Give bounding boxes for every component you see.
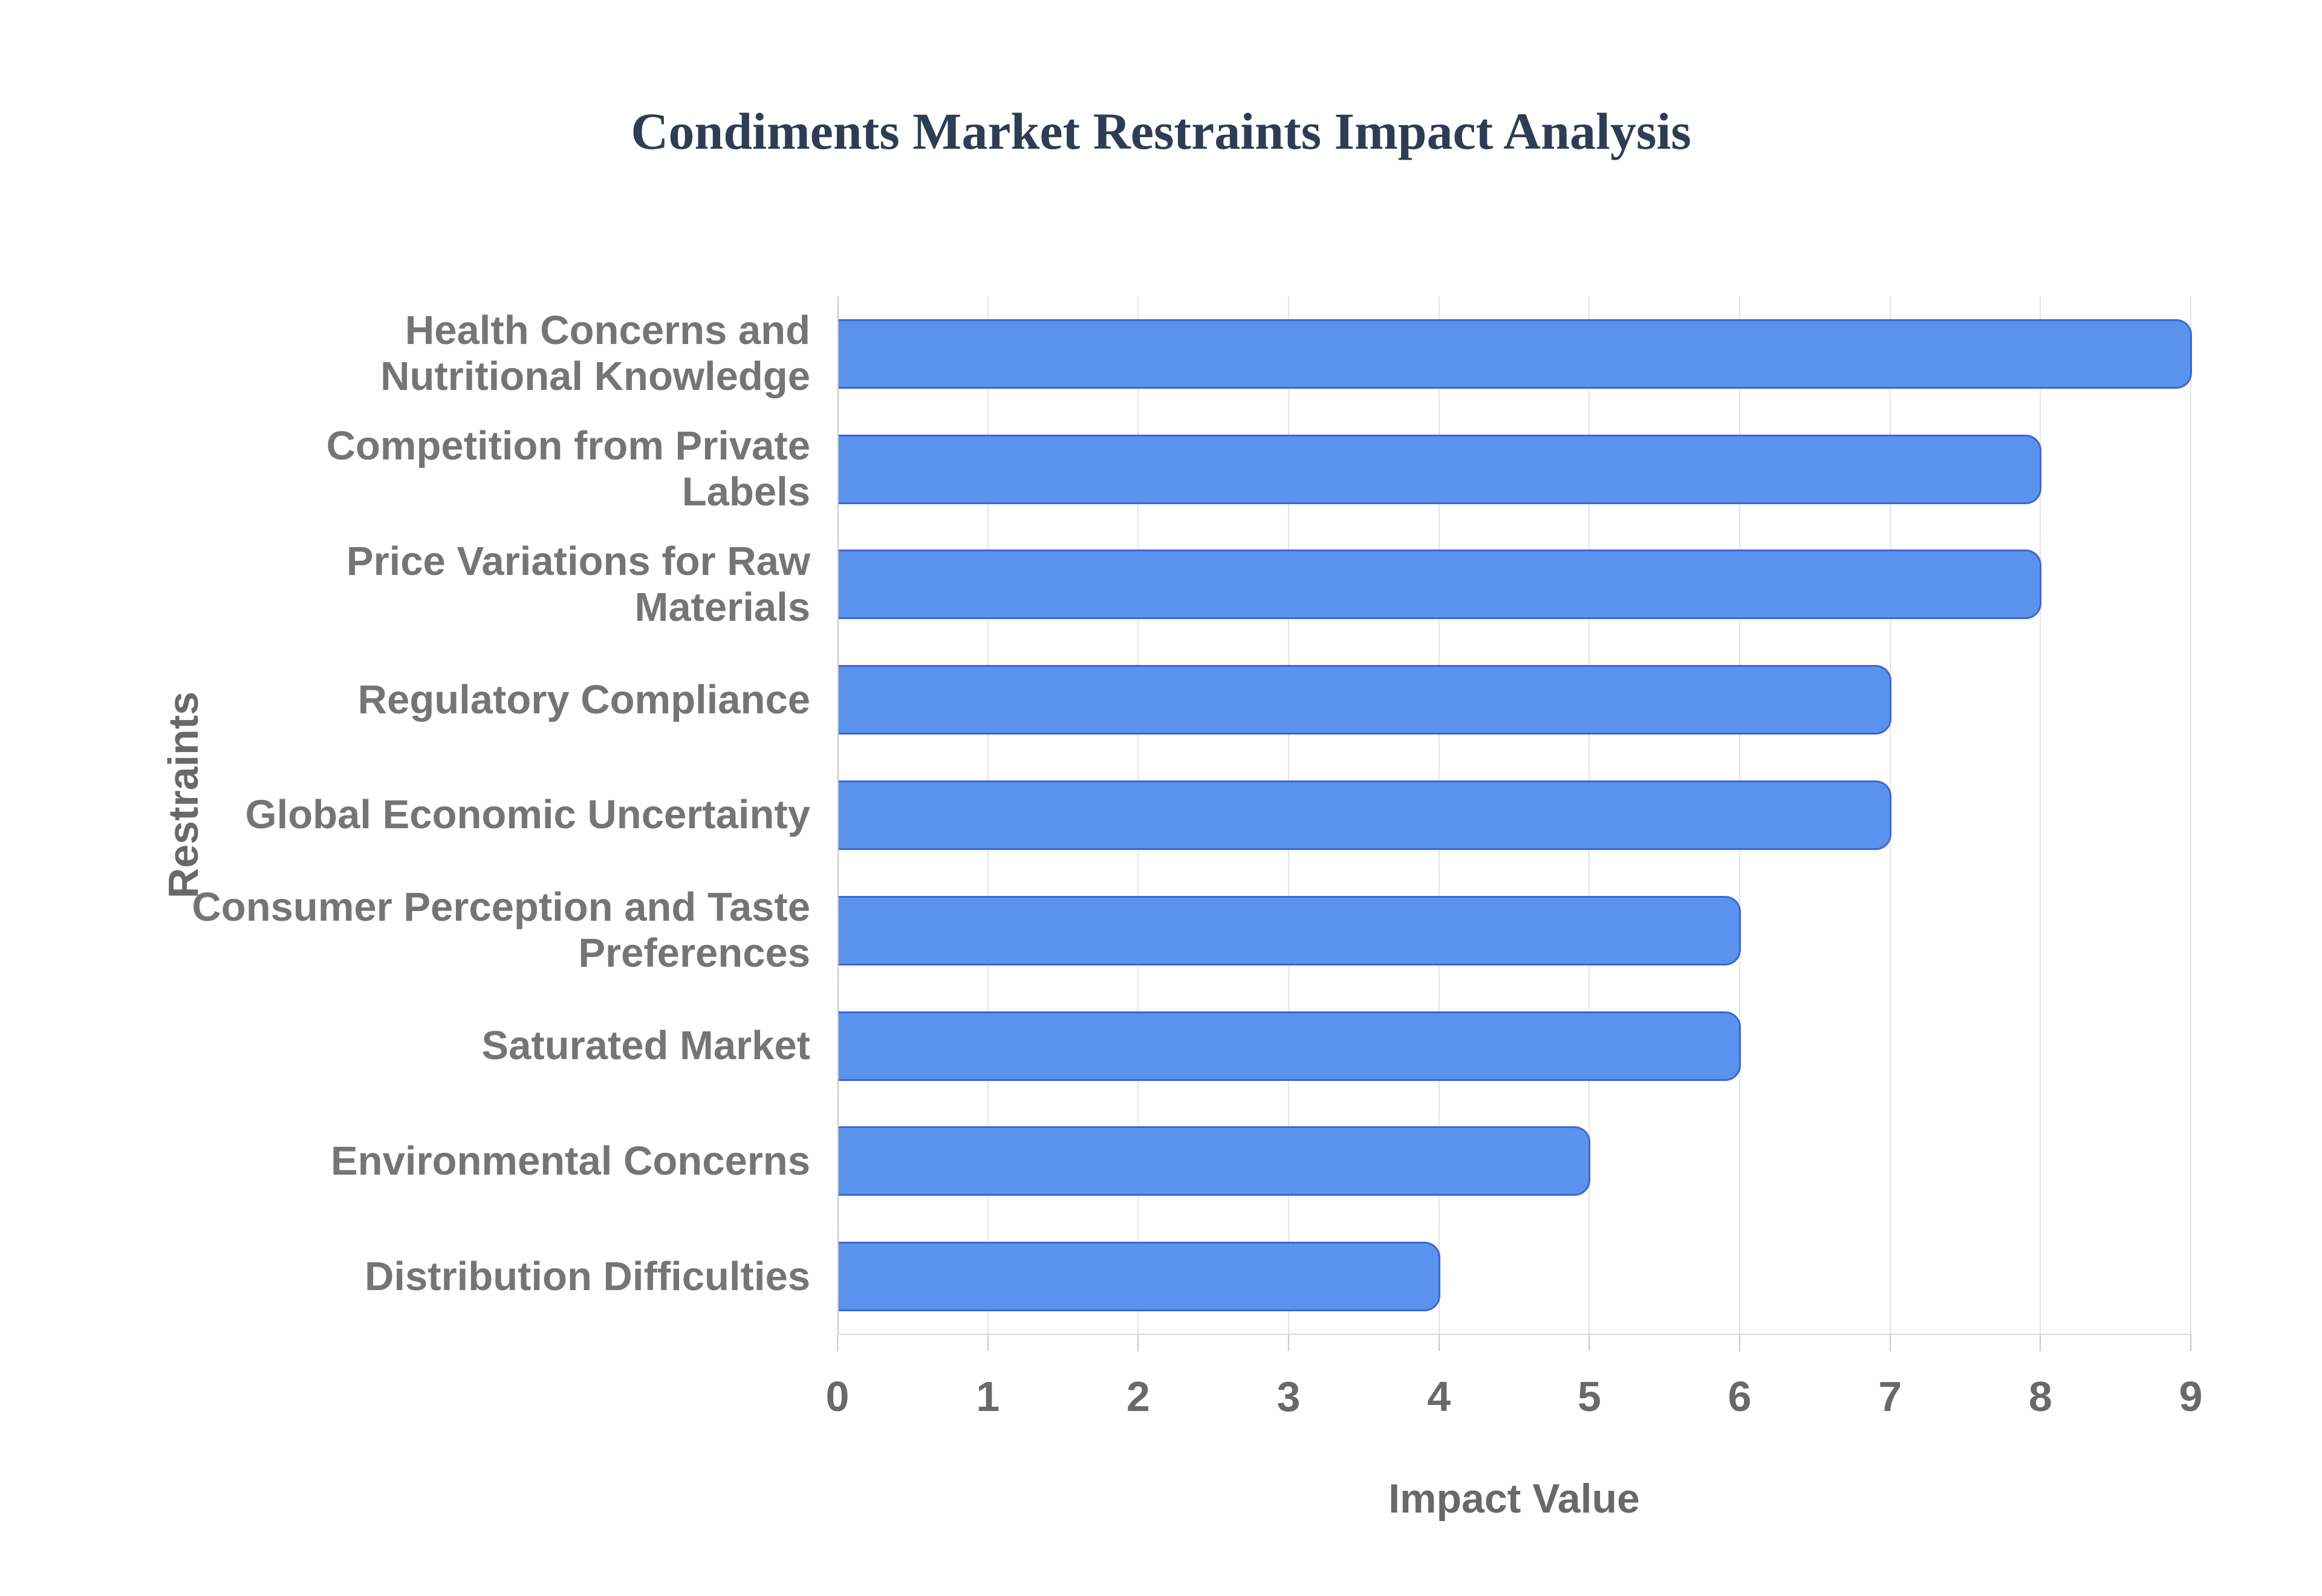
- x-tick-mark-0: [837, 1334, 838, 1351]
- x-axis-line: [837, 1334, 2191, 1335]
- plot-area: [837, 296, 2192, 1335]
- category-label-8: Distribution Difficulties: [365, 1253, 810, 1299]
- x-tick-label-2: 2: [1126, 1373, 1150, 1420]
- chart-title: Condiments Market Restraints Impact Anal…: [631, 102, 1691, 160]
- x-tick-mark-8: [2040, 1334, 2041, 1351]
- x-tick-mark-4: [1438, 1334, 1440, 1351]
- x-tick-mark-3: [1288, 1334, 1289, 1351]
- y-axis-line: [837, 296, 839, 1334]
- x-tick-mark-9: [2190, 1334, 2191, 1351]
- x-tick-label-5: 5: [1577, 1373, 1601, 1420]
- x-tick-mark-1: [987, 1334, 989, 1351]
- bar-7: [839, 1126, 1591, 1196]
- category-label-2: Price Variations for Raw Materials: [346, 538, 810, 630]
- bar-1: [839, 434, 2042, 504]
- x-tick-label-9: 9: [2179, 1373, 2203, 1420]
- category-label-4: Global Economic Uncertainty: [245, 792, 810, 838]
- x-tick-label-1: 1: [976, 1373, 1000, 1420]
- x-tick-label-3: 3: [1276, 1373, 1301, 1420]
- x-tick-label-7: 7: [1878, 1373, 1902, 1420]
- gridline-x-9: [2190, 296, 2191, 1334]
- x-tick-mark-6: [1739, 1334, 1740, 1351]
- bar-3: [839, 665, 1891, 735]
- x-axis-title: Impact Value: [1388, 1476, 1640, 1522]
- bar-5: [839, 895, 1741, 965]
- category-label-5: Consumer Perception and Taste Preference…: [192, 884, 810, 976]
- category-label-3: Regulatory Compliance: [357, 676, 810, 722]
- category-label-0: Health Concerns and Nutritional Knowledg…: [380, 308, 810, 400]
- x-tick-mark-5: [1589, 1334, 1590, 1351]
- x-tick-label-6: 6: [1728, 1373, 1752, 1420]
- gridline-x-8: [2040, 296, 2041, 1334]
- bar-2: [839, 550, 2042, 620]
- bar-8: [839, 1242, 1440, 1312]
- category-label-6: Saturated Market: [481, 1023, 810, 1069]
- bar-6: [839, 1011, 1741, 1081]
- x-tick-label-8: 8: [2028, 1373, 2052, 1420]
- bar-4: [839, 780, 1891, 850]
- x-tick-mark-2: [1137, 1334, 1139, 1351]
- x-tick-label-4: 4: [1427, 1373, 1451, 1420]
- category-label-7: Environmental Concerns: [330, 1138, 810, 1184]
- x-tick-label-0: 0: [825, 1373, 850, 1420]
- category-label-1: Competition from Private Labels: [326, 423, 810, 515]
- bar-0: [839, 319, 2192, 389]
- x-tick-mark-7: [1889, 1334, 1891, 1351]
